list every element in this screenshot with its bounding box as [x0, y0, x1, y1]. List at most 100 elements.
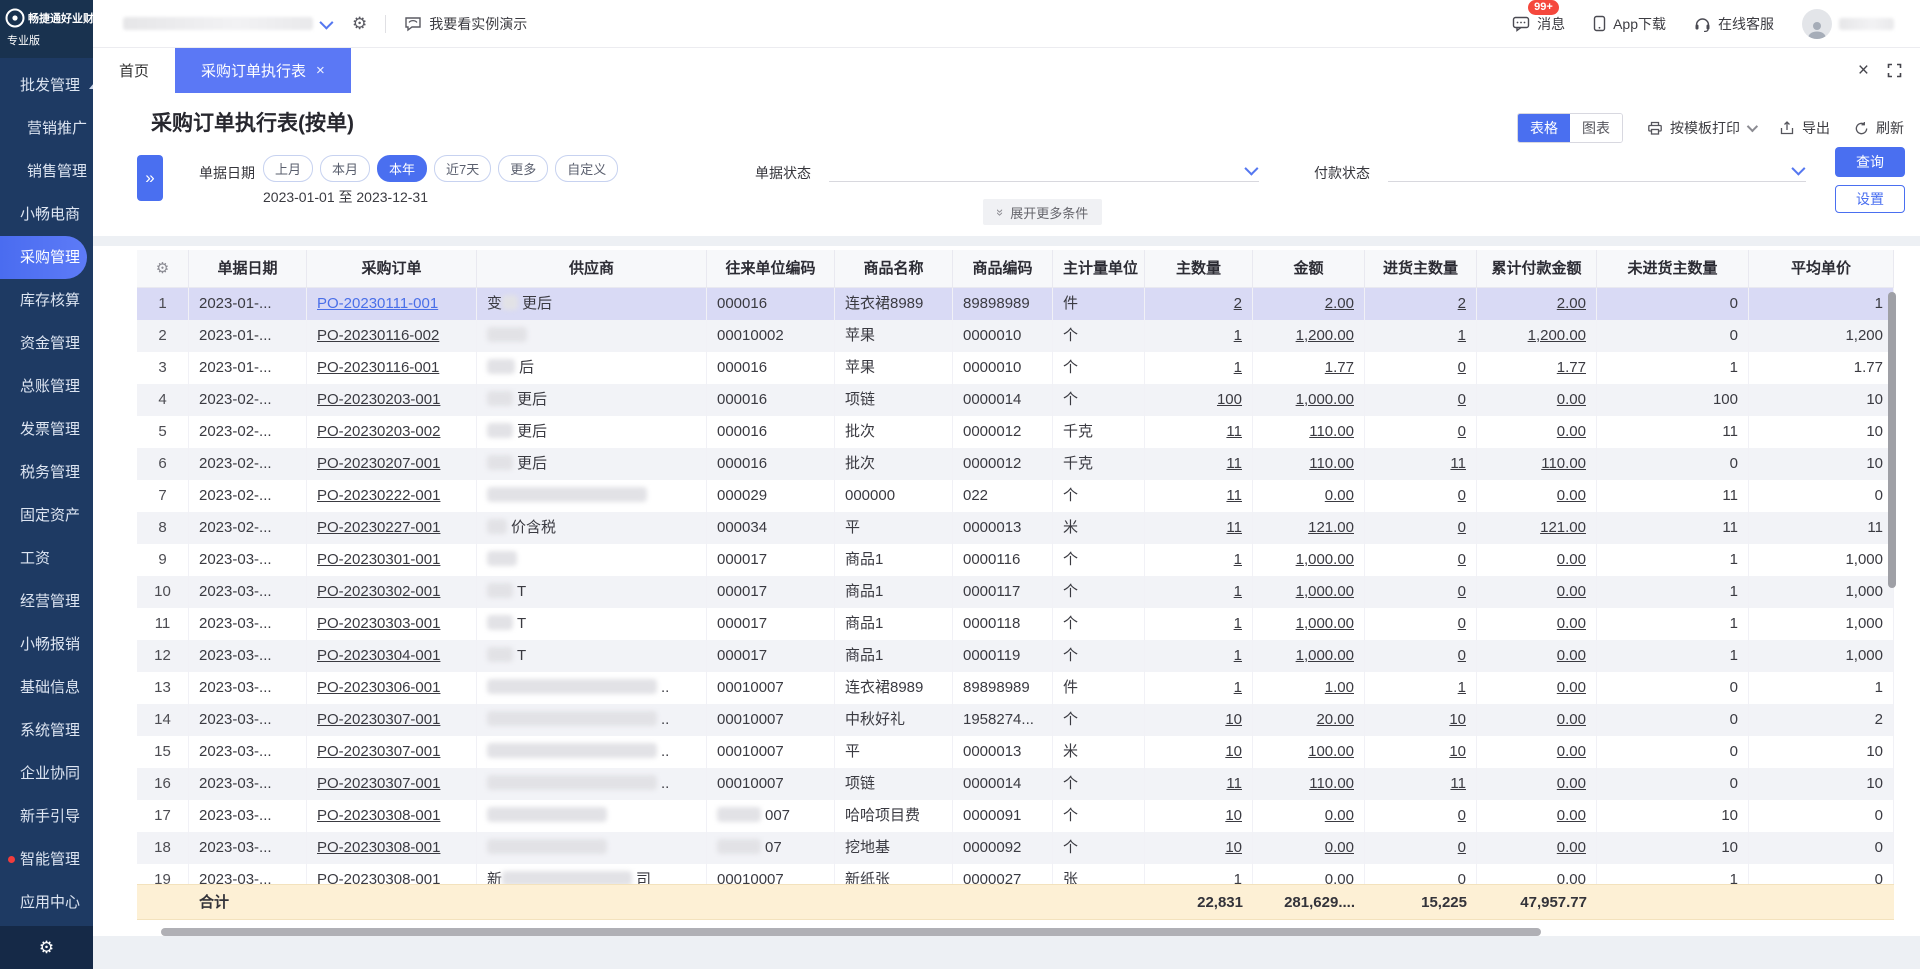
paid-amount-link[interactable]: 0.00	[1556, 775, 1586, 792]
table-row[interactable]: 10 2023-03-... PO-20230302-001 T 000017 商品1 00…	[137, 576, 1894, 608]
paid-amount-link[interactable]: 110.00	[1541, 455, 1586, 472]
qty-link[interactable]: 10	[1225, 839, 1242, 856]
paid-amount-link[interactable]: 2.00	[1556, 295, 1586, 312]
received-qty-link[interactable]: 0	[1457, 807, 1466, 824]
table-row[interactable]: 5 2023-02-... PO-20230203-002 更后 000016 批次 000…	[137, 416, 1894, 448]
date-pill-上月[interactable]: 上月	[263, 155, 314, 182]
sidebar-item-智能管理[interactable]: 智能管理	[0, 838, 93, 881]
qty-link[interactable]: 1	[1233, 679, 1242, 696]
amount-link[interactable]: 1.77	[1324, 359, 1354, 376]
po-link[interactable]: PO-20230304-001	[317, 647, 441, 664]
sidebar-item-营销推广[interactable]: 营销推广	[27, 120, 88, 137]
sidebar-item-工资[interactable]: 工资	[20, 550, 51, 567]
sidebar-item-发票管理[interactable]: 发票管理	[20, 421, 81, 438]
tab-首页[interactable]: 首页	[93, 48, 175, 93]
sidebar-item-税务管理[interactable]: 税务管理	[20, 464, 81, 481]
sidebar-item-应用中心[interactable]: 应用中心	[20, 894, 81, 911]
received-qty-link[interactable]: 1	[1457, 327, 1466, 344]
received-qty-link[interactable]: 11	[1450, 455, 1466, 472]
amount-link[interactable]: 1,000.00	[1295, 647, 1354, 664]
qty-link[interactable]: 11	[1226, 519, 1242, 536]
qty-link[interactable]: 10	[1225, 807, 1242, 824]
amount-link[interactable]: 110.00	[1309, 455, 1354, 472]
payment-status-select[interactable]	[1388, 155, 1806, 182]
sidebar-item-库存核算[interactable]: 库存核算	[20, 292, 81, 309]
sidebar-item-采购管理[interactable]: 采购管理	[0, 236, 87, 279]
sidebar-item-经营管理[interactable]: 经营管理	[20, 593, 81, 610]
amount-link[interactable]: 1,000.00	[1295, 391, 1354, 408]
amount-link[interactable]: 0.00	[1324, 807, 1354, 824]
tab-采购订单执行表[interactable]: 采购订单执行表 ×	[175, 48, 351, 93]
po-link[interactable]: PO-20230308-001	[317, 807, 441, 824]
sidebar-item-新手引导[interactable]: 新手引导	[20, 808, 81, 825]
amount-link[interactable]: 1,000.00	[1295, 615, 1354, 632]
received-qty-link[interactable]: 1	[1457, 679, 1466, 696]
received-qty-link[interactable]: 10	[1449, 743, 1466, 760]
po-link[interactable]: PO-20230307-001	[317, 711, 441, 728]
settings-button[interactable]: 设置	[1835, 185, 1905, 213]
received-qty-link[interactable]: 0	[1457, 839, 1466, 856]
amount-link[interactable]: 1,000.00	[1295, 551, 1354, 568]
close-icon[interactable]: ×	[1857, 60, 1869, 81]
paid-amount-link[interactable]: 0.00	[1556, 807, 1586, 824]
qty-link[interactable]: 11	[1226, 455, 1242, 472]
received-qty-link[interactable]: 0	[1457, 487, 1466, 504]
po-link[interactable]: PO-20230303-001	[317, 615, 441, 632]
qty-link[interactable]: 100	[1216, 391, 1242, 408]
sidebar-item-资金管理[interactable]: 资金管理	[20, 335, 81, 352]
po-link[interactable]: PO-20230203-002	[317, 423, 441, 440]
sidebar-item-销售管理[interactable]: 销售管理	[27, 163, 88, 180]
received-qty-link[interactable]: 2	[1457, 295, 1466, 312]
sidebar-settings-gear-icon[interactable]: ⚙	[0, 926, 93, 969]
table-row[interactable]: 8 2023-02-... PO-20230227-001 价含税 000034 平 000…	[137, 512, 1894, 544]
date-pill-自定义[interactable]: 自定义	[555, 155, 619, 182]
po-link[interactable]: PO-20230307-001	[317, 775, 441, 792]
received-qty-link[interactable]: 0	[1457, 871, 1466, 884]
date-pill-近7天[interactable]: 近7天	[434, 155, 492, 182]
demo-link[interactable]: 我要看实例演示	[404, 14, 527, 34]
table-row[interactable]: 17 2023-03-... PO-20230308-001 007 哈哈项目费 0000…	[137, 800, 1894, 832]
amount-link[interactable]: 110.00	[1309, 423, 1354, 440]
date-pill-本月[interactable]: 本月	[320, 155, 371, 182]
amount-link[interactable]: 121.00	[1308, 519, 1354, 536]
po-link[interactable]: PO-20230308-001	[317, 871, 441, 884]
paid-amount-link[interactable]: 0.00	[1556, 839, 1586, 856]
sidebar-item-小畅电商[interactable]: 小畅电商	[20, 206, 81, 223]
view-toggle-table[interactable]: 表格	[1518, 114, 1570, 142]
po-link[interactable]: PO-20230301-001	[317, 551, 441, 568]
po-link[interactable]: PO-20230222-001	[317, 487, 441, 504]
vertical-scrollbar[interactable]	[1888, 292, 1896, 588]
amount-link[interactable]: 1.00	[1324, 679, 1354, 696]
received-qty-link[interactable]: 10	[1449, 711, 1466, 728]
received-qty-link[interactable]: 0	[1457, 391, 1466, 408]
paid-amount-link[interactable]: 1.77	[1556, 359, 1586, 376]
amount-link[interactable]: 1,000.00	[1295, 583, 1354, 600]
po-link[interactable]: PO-20230203-001	[317, 391, 441, 408]
paid-amount-link[interactable]: 0.00	[1556, 871, 1586, 884]
fullscreen-icon[interactable]	[1887, 63, 1902, 78]
table-row[interactable]: 3 2023-01-... PO-20230116-001 后 000016 苹果 0000…	[137, 352, 1894, 384]
qty-link[interactable]: 1	[1233, 583, 1242, 600]
po-link[interactable]: PO-20230116-002	[317, 327, 440, 344]
company-selector[interactable]	[123, 15, 334, 30]
print-button[interactable]: 按模板打印	[1647, 118, 1759, 138]
qty-link[interactable]: 10	[1225, 743, 1242, 760]
amount-link[interactable]: 100.00	[1308, 743, 1354, 760]
amount-link[interactable]: 0.00	[1324, 487, 1354, 504]
po-link[interactable]: PO-20230308-001	[317, 839, 441, 856]
po-link[interactable]: PO-20230307-001	[317, 743, 441, 760]
qty-link[interactable]: 1	[1233, 359, 1242, 376]
received-qty-link[interactable]: 0	[1457, 583, 1466, 600]
qty-link[interactable]: 1	[1233, 871, 1242, 884]
amount-link[interactable]: 2.00	[1324, 295, 1354, 312]
messages-button[interactable]: 99+ 消息	[1512, 0, 1565, 34]
view-toggle-chart[interactable]: 图表	[1570, 114, 1622, 142]
qty-link[interactable]: 11	[1226, 775, 1242, 792]
qty-link[interactable]: 1	[1233, 551, 1242, 568]
table-row[interactable]: 18 2023-03-... PO-20230308-001 07 挖地基 0000092…	[137, 832, 1894, 864]
paid-amount-link[interactable]: 0.00	[1556, 423, 1586, 440]
received-qty-link[interactable]: 0	[1457, 423, 1466, 440]
date-pill-本年[interactable]: 本年	[377, 155, 428, 182]
table-row[interactable]: 11 2023-03-... PO-20230303-001 T 000017 商品1 00…	[137, 608, 1894, 640]
po-link[interactable]: PO-20230111-001	[317, 295, 439, 312]
